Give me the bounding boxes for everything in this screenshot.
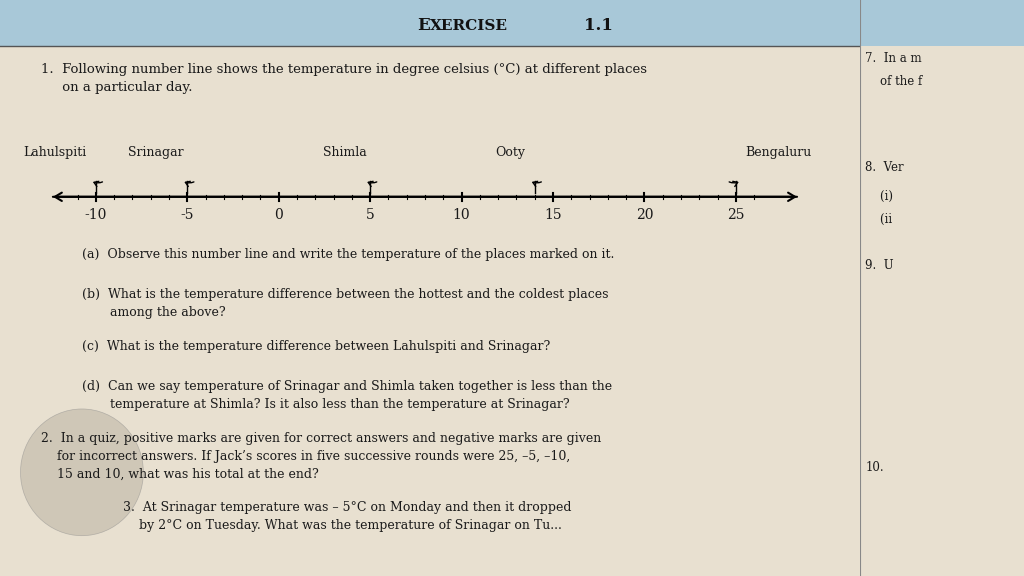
Text: 15: 15 xyxy=(544,207,562,222)
Text: 10.: 10. xyxy=(865,461,884,474)
Text: E: E xyxy=(418,17,430,35)
Text: of the f: of the f xyxy=(865,75,923,88)
Text: (a)  Observe this number line and write the temperature of the places marked on : (a) Observe this number line and write t… xyxy=(82,248,614,261)
Text: (c)  What is the temperature difference between Lahulspiti and Srinagar?: (c) What is the temperature difference b… xyxy=(82,340,550,353)
Text: (i): (i) xyxy=(865,190,893,203)
Text: 20: 20 xyxy=(636,207,653,222)
Text: -10: -10 xyxy=(85,207,106,222)
Text: 1.  Following number line shows the temperature in degree celsius (°C) at differ: 1. Following number line shows the tempe… xyxy=(41,63,647,94)
Text: (ii: (ii xyxy=(865,213,892,226)
Text: 3.  At Srinagar temperature was – 5°C on Monday and then it dropped
    by 2°C o: 3. At Srinagar temperature was – 5°C on … xyxy=(123,501,571,532)
Text: 2.  In a quiz, positive marks are given for correct answers and negative marks a: 2. In a quiz, positive marks are given f… xyxy=(41,432,601,481)
Text: 10: 10 xyxy=(453,207,470,222)
Text: Ooty: Ooty xyxy=(496,146,525,159)
Text: 5: 5 xyxy=(366,207,375,222)
FancyBboxPatch shape xyxy=(860,0,1024,46)
Ellipse shape xyxy=(20,409,143,536)
Text: Shimla: Shimla xyxy=(323,146,367,159)
Text: 8.  Ver: 8. Ver xyxy=(865,161,904,175)
Text: XERCISE: XERCISE xyxy=(430,19,508,33)
Text: 9.  U: 9. U xyxy=(865,259,894,272)
Text: Srinagar: Srinagar xyxy=(128,146,183,159)
Text: 25: 25 xyxy=(727,207,744,222)
Text: Lahulspiti: Lahulspiti xyxy=(24,146,87,159)
Text: (b)  What is the temperature difference between the hottest and the coldest plac: (b) What is the temperature difference b… xyxy=(82,288,608,319)
Text: -5: -5 xyxy=(180,207,194,222)
Text: 0: 0 xyxy=(274,207,283,222)
Text: Bengaluru: Bengaluru xyxy=(745,146,811,159)
FancyBboxPatch shape xyxy=(0,0,860,46)
Text: 7.  In a m: 7. In a m xyxy=(865,52,922,65)
Text: (d)  Can we say temperature of Srinagar and Shimla taken together is less than t: (d) Can we say temperature of Srinagar a… xyxy=(82,380,612,411)
Text: 1.1: 1.1 xyxy=(584,17,612,35)
